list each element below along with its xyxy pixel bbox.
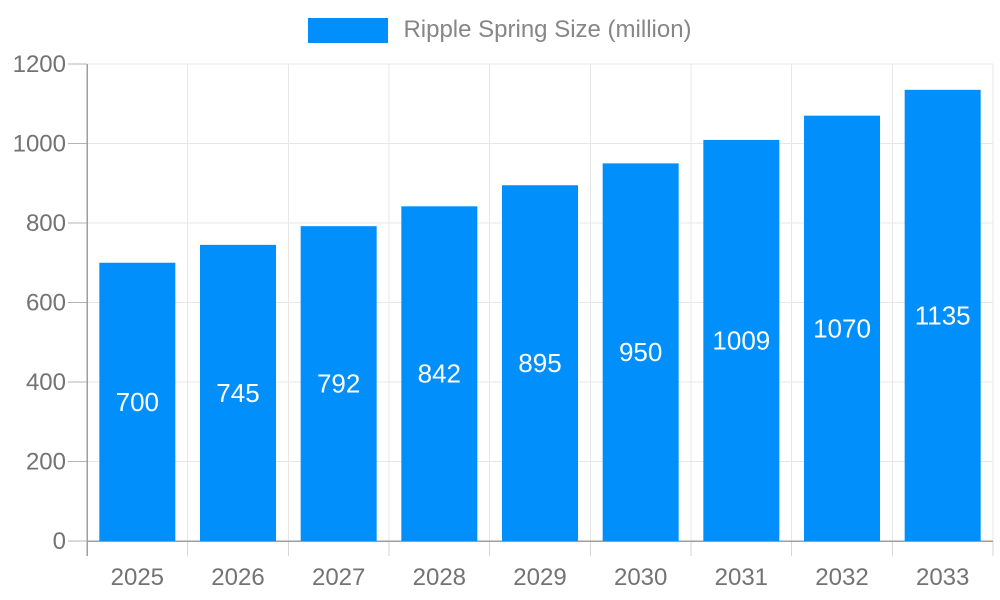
x-tick-label: 2025 <box>111 564 164 591</box>
bar-2031[interactable] <box>703 139 780 542</box>
y-tick-label: 1200 <box>13 51 66 78</box>
bar-2033[interactable] <box>904 89 981 542</box>
bar-2032[interactable] <box>804 115 880 542</box>
bar-value-label: 745 <box>216 378 259 408</box>
x-tick-label: 2029 <box>513 564 566 591</box>
bar-value-label: 1135 <box>915 300 971 330</box>
x-tick-label: 2033 <box>916 564 969 591</box>
x-tick-label: 2031 <box>715 564 768 591</box>
bar-value-label: 792 <box>317 369 360 399</box>
bar-2025[interactable] <box>99 262 176 541</box>
y-tick-label: 400 <box>26 369 66 396</box>
y-tick-label: 200 <box>26 449 66 476</box>
legend-label: Ripple Spring Size (million) <box>403 16 692 43</box>
bar-2026[interactable] <box>200 244 276 542</box>
bar-value-label: 1070 <box>813 313 871 343</box>
bar-value-label: 950 <box>619 337 662 367</box>
x-tick-label: 2027 <box>312 564 365 591</box>
y-tick-label: 0 <box>53 528 66 555</box>
x-tick-label: 2028 <box>413 564 466 591</box>
bar-value-label: 1009 <box>712 325 770 355</box>
x-tick-label: 2032 <box>815 564 868 591</box>
y-tick-label: 800 <box>26 210 66 237</box>
y-tick-label: 1000 <box>13 131 66 158</box>
bar-value-label: 895 <box>518 348 561 378</box>
bar-2028[interactable] <box>401 206 478 541</box>
bar-value-label: 700 <box>116 387 159 417</box>
bar-2029[interactable] <box>502 185 578 542</box>
bar-2027[interactable] <box>300 226 377 541</box>
legend-item[interactable]: Ripple Spring Size (million) <box>0 16 1000 44</box>
x-tick-label: 2030 <box>614 564 667 591</box>
bar-value-label: 842 <box>418 359 461 389</box>
legend-swatch <box>308 17 389 43</box>
x-tick-label: 2026 <box>211 564 264 591</box>
y-tick-label: 600 <box>26 290 66 317</box>
bar-2030[interactable] <box>602 163 679 541</box>
